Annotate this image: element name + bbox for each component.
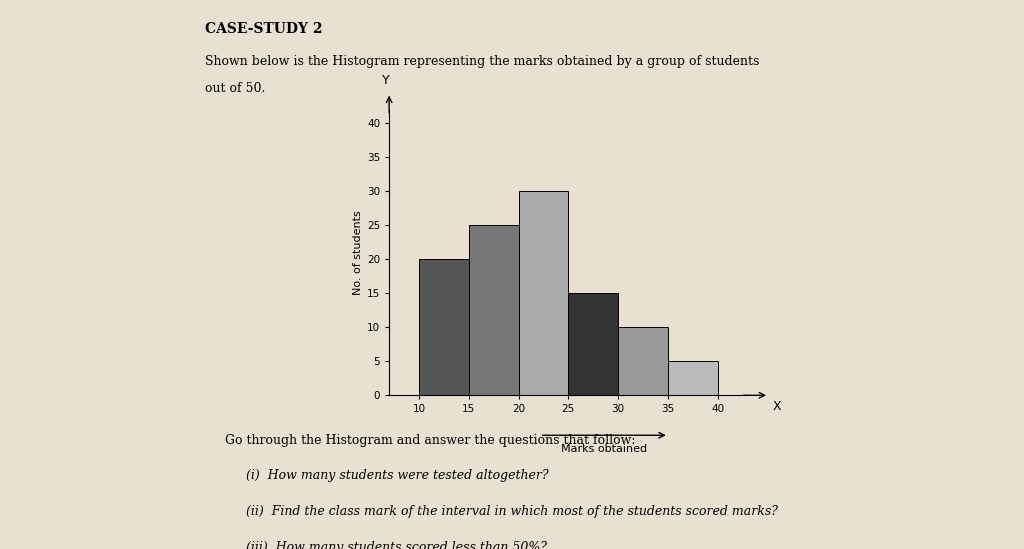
Text: Shown below is the Histogram representing the marks obtained by a group of stude: Shown below is the Histogram representin… — [205, 55, 759, 68]
Bar — [518, 192, 568, 395]
Bar — [668, 361, 718, 395]
Text: (iii)  How many students scored less than 50%?: (iii) How many students scored less than… — [246, 541, 547, 549]
Text: out of 50.: out of 50. — [205, 82, 265, 96]
Text: X: X — [772, 400, 781, 413]
Text: Marks obtained: Marks obtained — [561, 444, 647, 454]
Y-axis label: No. of students: No. of students — [352, 210, 362, 295]
Bar — [618, 327, 668, 395]
Text: (ii)  Find the class mark of the interval in which most of the students scored m: (ii) Find the class mark of the interval… — [246, 505, 778, 518]
Bar — [568, 293, 618, 395]
Text: Go through the Histogram and answer the questions that follow:: Go through the Histogram and answer the … — [225, 434, 636, 447]
Bar — [469, 225, 518, 395]
Bar — [419, 259, 469, 395]
Text: CASE-STUDY 2: CASE-STUDY 2 — [205, 22, 323, 36]
Text: Y: Y — [382, 74, 389, 87]
Text: (i)  How many students were tested altogether?: (i) How many students were tested altoge… — [246, 469, 549, 483]
